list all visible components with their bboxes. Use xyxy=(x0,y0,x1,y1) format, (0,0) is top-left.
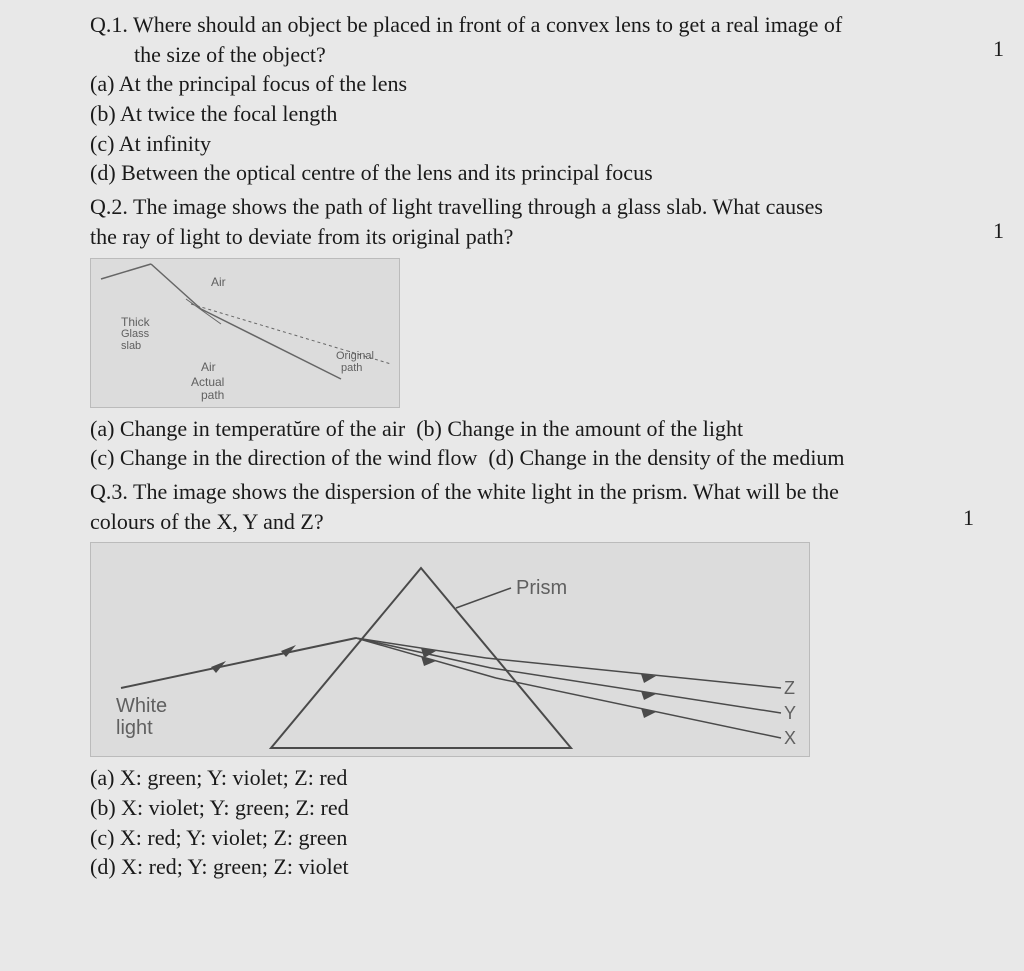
q1-option-a: (a) At the principal focus of the lens xyxy=(90,69,984,99)
q1-option-b: (b) At twice the focal length xyxy=(90,99,984,129)
q3-marks: 1 xyxy=(963,503,974,533)
q3-label-y: Y xyxy=(784,701,796,725)
q1-line2: the size of the object? xyxy=(90,40,984,70)
q1-option-d: (d) Between the optical centre of the le… xyxy=(90,158,984,188)
q3-line2: colours of the X, Y and Z? xyxy=(90,507,984,537)
q2-options-ab: (a) Change in temperatŭre of the air (b)… xyxy=(90,414,984,444)
q2-option-d: (d) Change in the density of the medium xyxy=(488,445,844,470)
q1-line1: Where should an object be placed in fron… xyxy=(133,12,842,37)
q2-marks: 1 xyxy=(993,216,1004,246)
q2-label-slab: slab xyxy=(121,339,141,354)
q3-number: Q.3. xyxy=(90,479,128,504)
q1-options: (a) At the principal focus of the lens (… xyxy=(90,69,984,188)
q1-marks: 1 xyxy=(993,34,1004,64)
q2-option-c: (c) Change in the direction of the wind … xyxy=(90,445,477,470)
q3-option-b: (b) X: violet; Y: green; Z: red xyxy=(90,793,984,823)
q3-option-c: (c) X: red; Y: violet; Z: green xyxy=(90,823,984,853)
q3-option-d: (d) X: red; Y: green; Z: violet xyxy=(90,852,984,882)
q3-label-prism: Prism xyxy=(516,575,567,602)
q3-options: (a) X: green; Y: violet; Z: red (b) X: v… xyxy=(90,763,984,882)
q2-number: Q.2. xyxy=(90,194,128,219)
q3-label-z: Z xyxy=(784,676,795,700)
q3-diagram: Prism White light Z Y X xyxy=(90,542,810,757)
q2-label-path2: path xyxy=(341,361,362,376)
q2-options-cd: (c) Change in the direction of the wind … xyxy=(90,443,984,473)
q2-options: (a) Change in temperatŭre of the air (b)… xyxy=(90,414,984,473)
q2-option-b: (b) Change in the amount of the light xyxy=(416,416,743,441)
q2-line2: the ray of light to deviate from its ori… xyxy=(90,222,984,252)
q2-option-a: (a) Change in temperatŭre of the air xyxy=(90,416,405,441)
q3-diagram-svg xyxy=(91,543,811,758)
question-2: Q.2. The image shows the path of light t… xyxy=(90,192,984,473)
q1-number: Q.1. xyxy=(90,12,128,37)
question-1: Q.1. Where should an object be placed in… xyxy=(90,10,984,188)
q2-diagram: Air Thick Glass slab Air Actual path Ori… xyxy=(90,258,400,408)
q2-label-path: path xyxy=(201,387,224,403)
q2-text: Q.2. The image shows the path of light t… xyxy=(90,192,984,251)
q3-label-light: light xyxy=(116,715,153,742)
question-3: Q.3. The image shows the dispersion of t… xyxy=(90,477,984,882)
q3-line1: The image shows the dispersion of the wh… xyxy=(133,479,839,504)
q2-label-air2: Air xyxy=(201,359,216,375)
q3-option-a: (a) X: green; Y: violet; Z: red xyxy=(90,763,984,793)
q2-line1: The image shows the path of light travel… xyxy=(133,194,823,219)
q3-label-x: X xyxy=(784,726,796,750)
q3-text: Q.3. The image shows the dispersion of t… xyxy=(90,477,984,536)
q1-option-c: (c) At infinity xyxy=(90,129,984,159)
q1-text: Q.1. Where should an object be placed in… xyxy=(90,10,984,69)
q2-label-air1: Air xyxy=(211,274,226,290)
